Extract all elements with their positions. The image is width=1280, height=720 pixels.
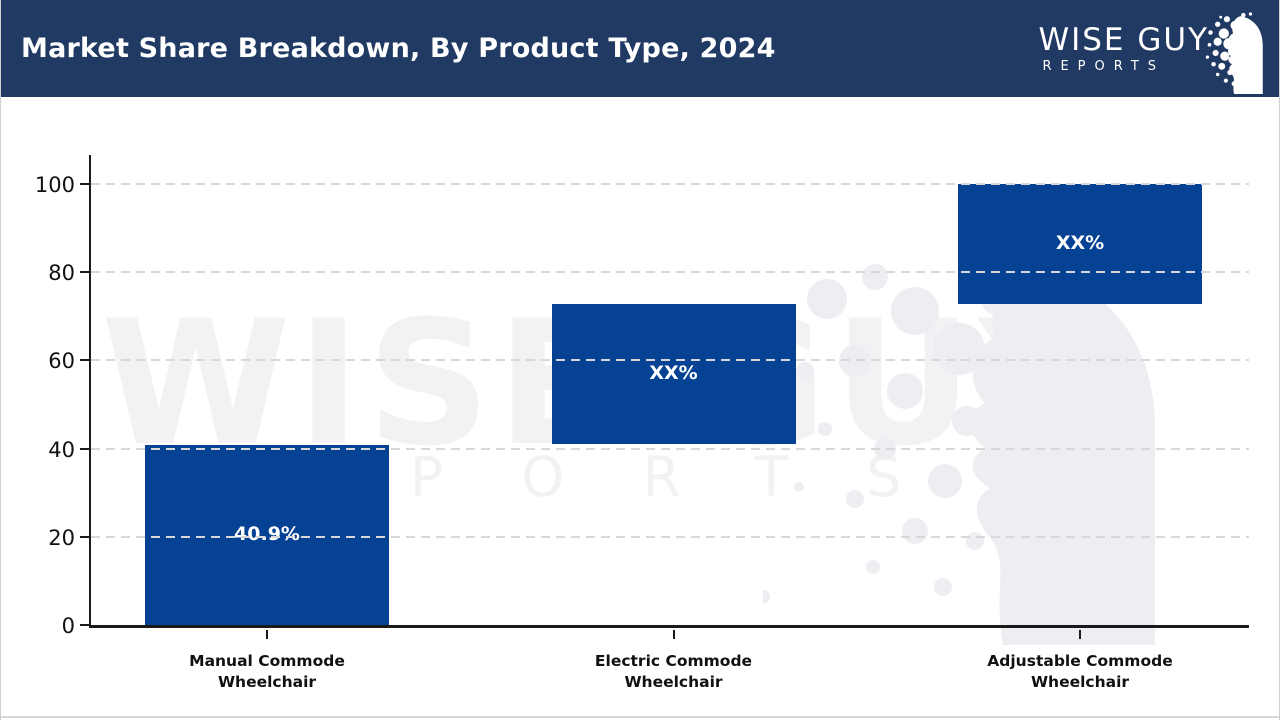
header: Market Share Breakdown, By Product Type,… xyxy=(1,0,1279,97)
brand-face-icon xyxy=(1205,12,1263,94)
x-tick-mark xyxy=(266,630,268,639)
brand-subtitle: REPORTS xyxy=(1042,59,1166,74)
brand-logo: WISE GUY REPORTS xyxy=(1038,12,1269,94)
y-tick-label: 80 xyxy=(48,261,75,286)
gridline-80 xyxy=(91,271,1249,274)
y-tick-label: 60 xyxy=(48,349,75,374)
y-tick-mark xyxy=(80,271,89,274)
y-tick-mark xyxy=(80,183,89,185)
bar-value-label: XX% xyxy=(1055,232,1105,255)
page-title: Market Share Breakdown, By Product Type,… xyxy=(21,33,776,64)
bar-2: XX% xyxy=(551,303,796,445)
brand-name: WISE GUY xyxy=(1038,22,1209,58)
y-tick-label: 20 xyxy=(48,525,75,550)
y-tick-label: 0 xyxy=(61,614,75,638)
gridline-40 xyxy=(91,447,1249,450)
y-tick-mark xyxy=(80,535,89,538)
gridline-20 xyxy=(91,535,1249,538)
y-tick-label: 40 xyxy=(48,437,75,462)
plot-area: 0 20 40 60 80 100 40.9% Manual Commode Wheelcha… xyxy=(35,155,1249,691)
y-tick-label: 100 xyxy=(34,173,75,197)
x-category-label: Manual Commode Wheelchair xyxy=(189,652,345,691)
gridline-100 xyxy=(91,183,1249,185)
y-tick-mark xyxy=(80,359,89,362)
bar-3: XX% xyxy=(958,184,1202,304)
gridline-60 xyxy=(91,359,1249,362)
brand-logo-text: WISE GUY REPORTS xyxy=(1038,24,1209,74)
x-tick-mark xyxy=(1079,630,1081,639)
bar-value-label: XX% xyxy=(649,362,698,385)
y-tick-mark xyxy=(80,624,89,626)
bar-value-label: 40.9% xyxy=(234,522,300,545)
chart-area: WISE GUY REPORTS 0 20 40 60 80 100 40.9% Manual… xyxy=(1,97,1279,713)
x-tick-mark xyxy=(672,630,675,639)
x-category-label: Adjustable Commode Wheelchair xyxy=(987,652,1173,691)
y-tick-mark xyxy=(80,447,89,450)
bar-1: 40.9% xyxy=(145,444,389,625)
bottom-rule xyxy=(1,716,1279,718)
x-category-label: Electric Commode Wheelchair xyxy=(594,652,753,691)
